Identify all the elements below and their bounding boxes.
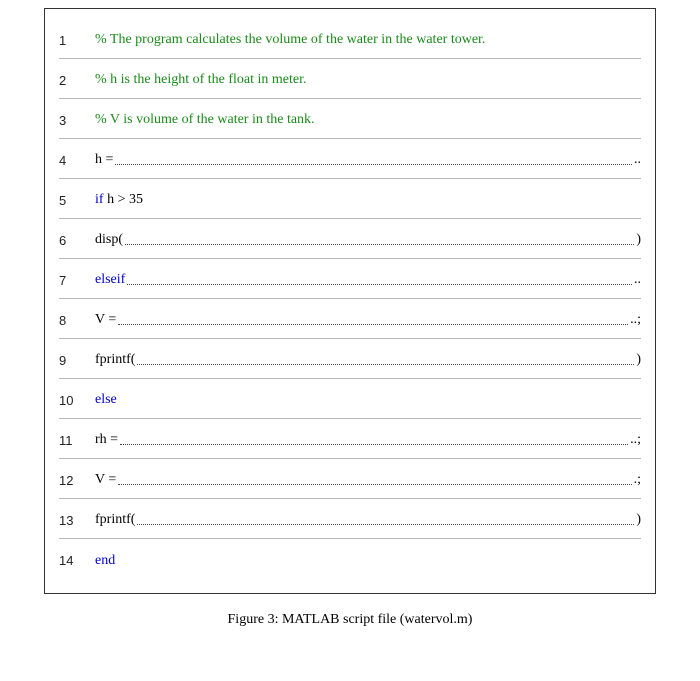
code-line: 14 end (59, 539, 641, 579)
line-number: 11 (59, 429, 95, 448)
code-line: 2 % h is the height of the float in mete… (59, 59, 641, 99)
code-line: 4 h = .. (59, 139, 641, 179)
fill-dots (120, 444, 628, 445)
code-line: 9 fprintf( ) (59, 339, 641, 379)
line-number: 9 (59, 349, 95, 368)
fill-dots (137, 524, 634, 525)
comment-text: % h is the height of the float in meter. (95, 72, 307, 88)
code-trailing: .. (634, 272, 641, 288)
code-rest: h > 35 (104, 192, 143, 207)
line-content: h = .. (95, 152, 641, 168)
line-number: 8 (59, 309, 95, 328)
line-number: 2 (59, 69, 95, 88)
code-trailing: ) (636, 512, 641, 528)
fill-dots (127, 284, 632, 285)
keyword-else: else (95, 392, 117, 408)
code-line: 12 V = .; (59, 459, 641, 499)
line-content: fprintf( ) (95, 352, 641, 368)
code-trailing: .; (634, 472, 641, 488)
code-line: 1 % The program calculates the volume of… (59, 19, 641, 59)
code-line: 10 else (59, 379, 641, 419)
fill-dots (115, 164, 632, 165)
line-content: V = .; (95, 472, 641, 488)
line-content: % V is volume of the water in the tank. (95, 112, 641, 128)
line-number: 6 (59, 229, 95, 248)
fill-dots (118, 324, 628, 325)
keyword-end: end (95, 553, 115, 569)
line-content: rh = ..; (95, 432, 641, 448)
code-text: if h > 35 (95, 192, 143, 208)
code-line: 6 disp( ) (59, 219, 641, 259)
line-content: if h > 35 (95, 192, 641, 208)
keyword-if: if (95, 192, 104, 207)
code-trailing: .. (634, 152, 641, 168)
code-line: 5 if h > 35 (59, 179, 641, 219)
code-trailing: ..; (630, 312, 641, 328)
code-line: 11 rh = ..; (59, 419, 641, 459)
code-prefix: fprintf( (95, 512, 135, 528)
line-number: 13 (59, 509, 95, 528)
line-content: % h is the height of the float in meter. (95, 72, 641, 88)
line-content: elseif .. (95, 272, 641, 288)
comment-text: % The program calculates the volume of t… (95, 32, 485, 48)
line-number: 4 (59, 149, 95, 168)
code-trailing: ..; (630, 432, 641, 448)
comment-text: % V is volume of the water in the tank. (95, 112, 315, 128)
code-prefix: fprintf( (95, 352, 135, 368)
line-number: 3 (59, 109, 95, 128)
code-prefix: V = (95, 312, 116, 328)
fill-dots (125, 244, 634, 245)
code-line: 7 elseif .. (59, 259, 641, 299)
code-line: 13 fprintf( ) (59, 499, 641, 539)
keyword-elseif: elseif (95, 272, 125, 288)
line-number: 10 (59, 389, 95, 408)
code-listing: 1 % The program calculates the volume of… (44, 8, 656, 594)
line-content: % The program calculates the volume of t… (95, 32, 641, 48)
code-line: 3 % V is volume of the water in the tank… (59, 99, 641, 139)
code-line: 8 V = ..; (59, 299, 641, 339)
line-content: else (95, 392, 641, 408)
code-prefix: h = (95, 152, 113, 168)
code-trailing: ) (636, 352, 641, 368)
line-number: 1 (59, 29, 95, 48)
fill-dots (137, 364, 634, 365)
line-content: fprintf( ) (95, 512, 641, 528)
figure-caption: Figure 3: MATLAB script file (watervol.m… (44, 612, 656, 628)
code-prefix: V = (95, 472, 116, 488)
line-number: 5 (59, 189, 95, 208)
code-prefix: rh = (95, 432, 118, 448)
line-number: 14 (59, 549, 95, 568)
code-prefix: disp( (95, 232, 123, 248)
line-number: 12 (59, 469, 95, 488)
fill-dots (118, 484, 631, 485)
line-content: V = ..; (95, 312, 641, 328)
line-content: end (95, 553, 641, 569)
line-number: 7 (59, 269, 95, 288)
line-content: disp( ) (95, 232, 641, 248)
code-trailing: ) (636, 232, 641, 248)
